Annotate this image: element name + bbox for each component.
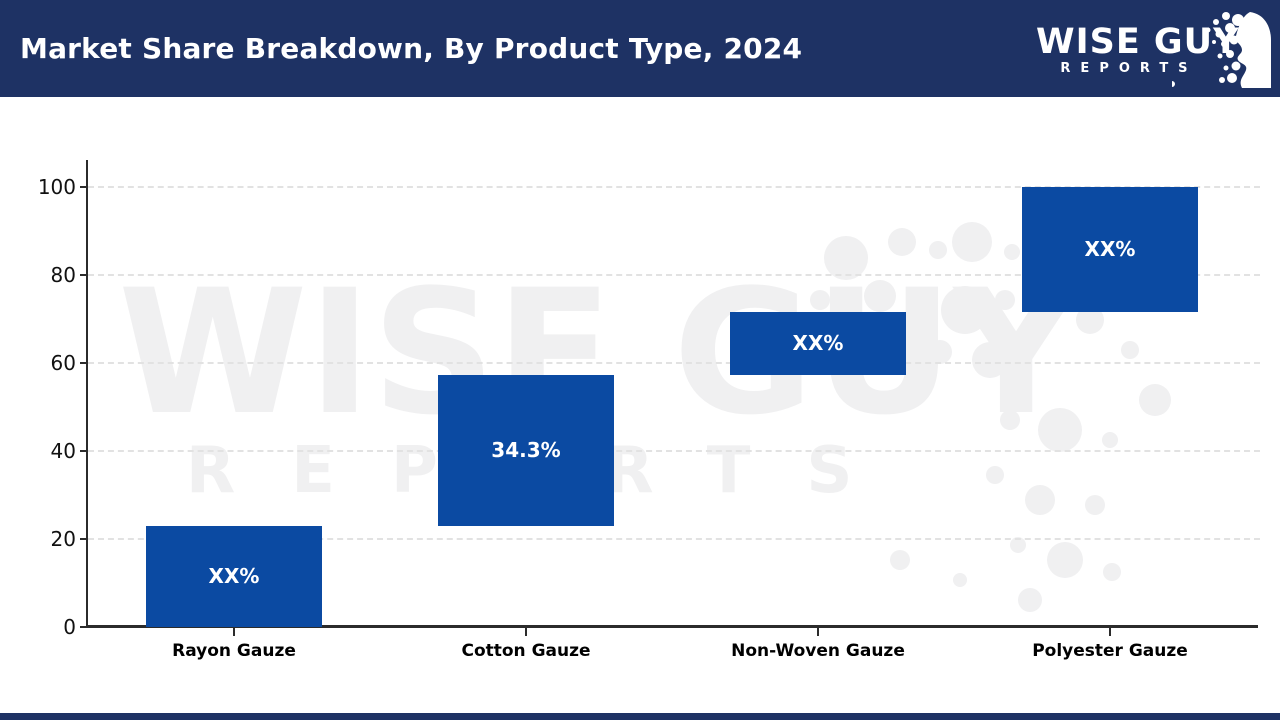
- gridline-100: [88, 186, 1260, 188]
- y-tick-label: 40: [50, 439, 76, 463]
- footer-bar: [0, 713, 1280, 720]
- x-tick-mark: [817, 628, 819, 636]
- bar-non-woven-gauze: XX%: [730, 311, 906, 375]
- title-banner: Market Share Breakdown, By Product Type,…: [0, 0, 1280, 97]
- category-label: Polyester Gauze: [1032, 641, 1188, 661]
- dot-face-icon: [1172, 12, 1271, 88]
- x-tick-mark: [233, 628, 235, 636]
- bar-data-label: XX%: [1084, 237, 1136, 262]
- logo-text: WISE GUY REPORTS: [1036, 22, 1240, 78]
- y-tick-mark: [80, 186, 88, 188]
- bar-data-label: XX%: [792, 331, 844, 356]
- y-tick-mark: [80, 626, 88, 628]
- x-tick-mark: [1109, 628, 1111, 636]
- y-tick-label: 80: [50, 263, 76, 287]
- y-tick-label: 60: [50, 351, 76, 375]
- gridline-60: [88, 362, 1260, 364]
- y-tick-mark: [80, 450, 88, 452]
- y-tick-mark: [80, 362, 88, 364]
- gridline-20: [88, 538, 1260, 540]
- x-tick-mark: [525, 628, 527, 636]
- bar-rayon-gauze: XX%: [146, 525, 322, 627]
- category-label: Rayon Gauze: [172, 641, 296, 661]
- y-tick-mark: [80, 538, 88, 540]
- bar-data-label: XX%: [208, 564, 260, 589]
- category-label: Cotton Gauze: [461, 641, 591, 661]
- category-label: Non-Woven Gauze: [731, 641, 905, 661]
- y-tick-label: 0: [63, 615, 76, 639]
- logo-subtitle: REPORTS: [1060, 61, 1198, 76]
- wise-guy-reports-logo: WISE GUY REPORTS: [1036, 10, 1272, 90]
- gridline-80: [88, 274, 1260, 276]
- chart-title: Market Share Breakdown, By Product Type,…: [20, 32, 803, 65]
- logo-wordmark: WISE GUY: [1036, 22, 1240, 62]
- gridline-40: [88, 450, 1260, 452]
- y-tick-mark: [80, 274, 88, 276]
- y-axis-line: [86, 160, 88, 628]
- x-axis-line: [86, 625, 1258, 628]
- y-tick-label: 100: [37, 175, 76, 199]
- bar-data-label: 34.3%: [491, 438, 561, 463]
- bar-cotton-gauze: 34.3%: [438, 374, 614, 526]
- bar-polyester-gauze: XX%: [1022, 187, 1198, 312]
- y-tick-label: 20: [50, 527, 76, 551]
